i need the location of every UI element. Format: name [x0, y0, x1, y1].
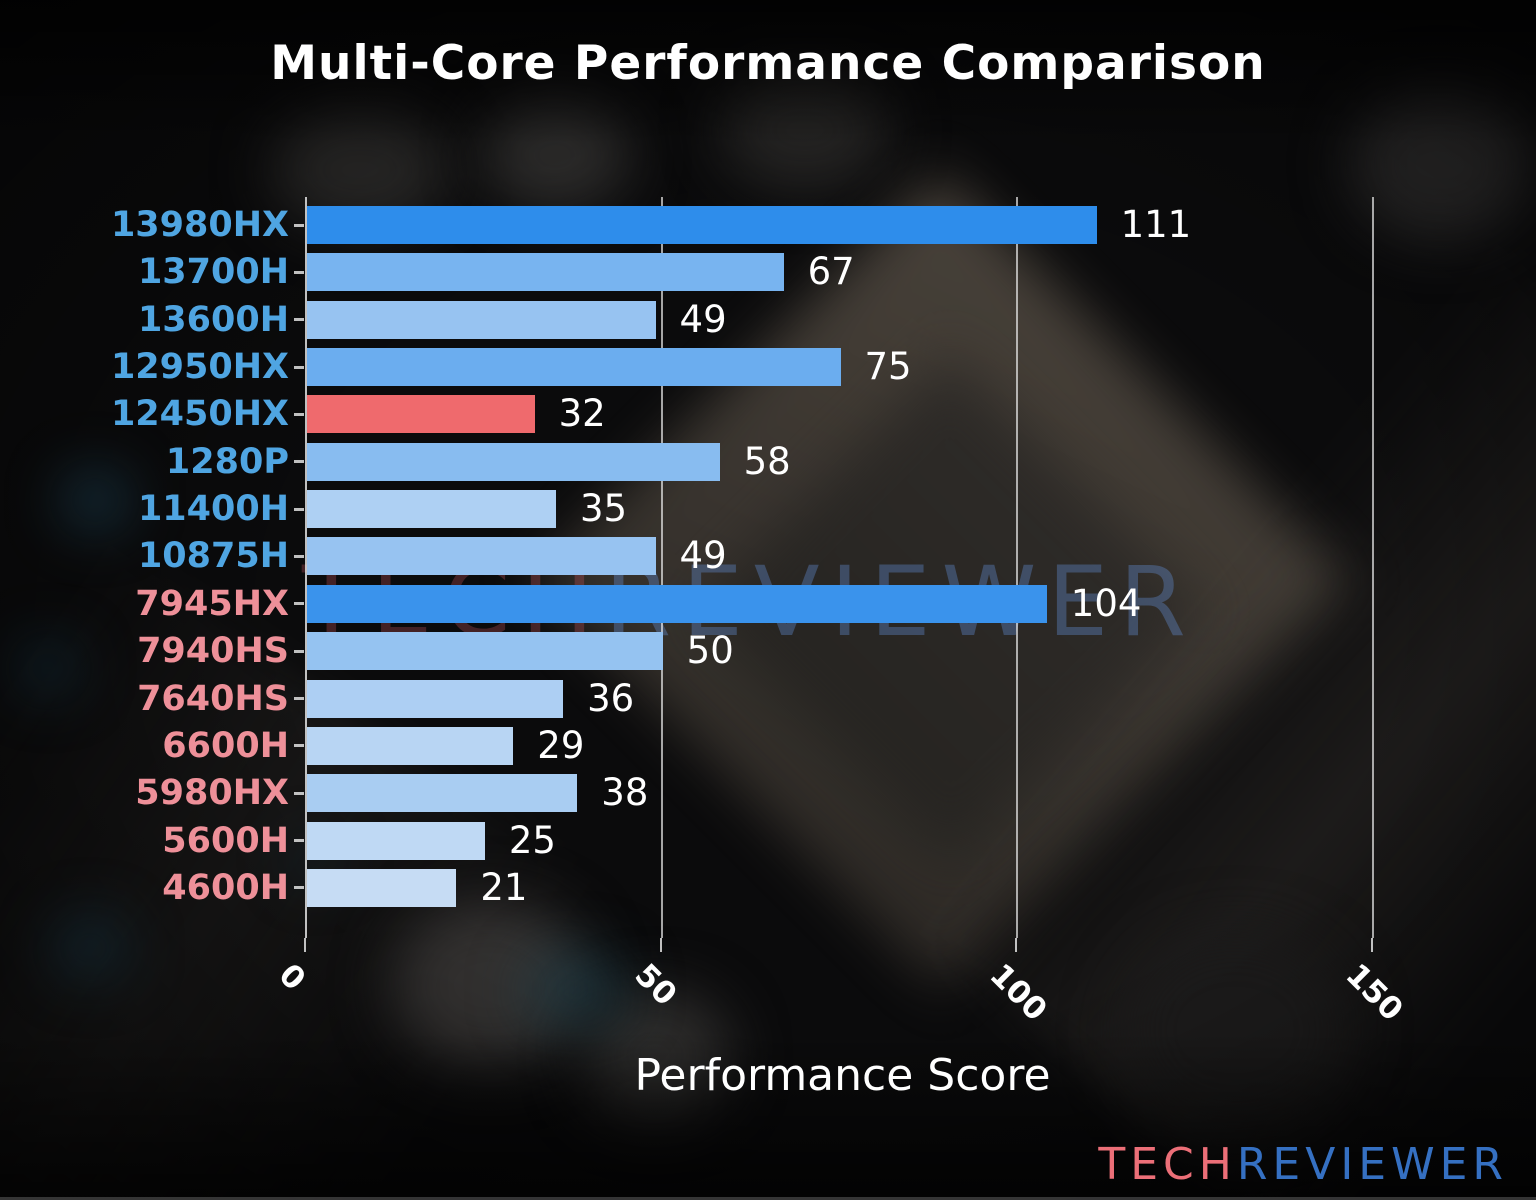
y-tick-mark [294, 554, 304, 558]
bar-7940HS [307, 632, 663, 671]
y-tick-mark [294, 412, 304, 416]
plot-area: 0 50 100 150 13980HX 111 13700H 67 13600H 49 12950… [111, 197, 1410, 1028]
value-label-7945HX: 104 [1070, 581, 1142, 625]
category-label-1280P: 1280P [165, 441, 289, 482]
gridline-x-150 [1372, 197, 1374, 938]
y-tick-mark [294, 839, 304, 843]
value-label-1280P: 58 [743, 439, 791, 483]
y-tick-mark [294, 886, 304, 890]
y-tick-mark [294, 744, 304, 748]
value-label-5980HX: 38 [601, 771, 649, 815]
value-label-4600H: 21 [480, 865, 528, 909]
value-label-6600H: 29 [537, 723, 585, 767]
category-label-5600H: 5600H [162, 820, 289, 861]
bar-11400H [307, 490, 556, 529]
category-label-7640HS: 7640HS [137, 678, 289, 719]
bar-7640HS [307, 679, 564, 718]
chart-title: Multi-Core Performance Comparison [270, 36, 1266, 91]
bar-6600H [307, 726, 514, 765]
category-label-6600H: 6600H [162, 725, 289, 766]
bar-13600H [307, 300, 656, 339]
bar-13700H [307, 253, 784, 292]
value-label-12450HX: 32 [558, 392, 606, 436]
bar-1280P [307, 442, 720, 481]
category-label-11400H: 11400H [137, 489, 289, 530]
y-tick-mark [294, 270, 304, 274]
bar-4600H [307, 868, 457, 907]
bar-12950HX [307, 348, 841, 387]
x-tick-mark [1015, 938, 1018, 952]
value-label-7940HS: 50 [686, 629, 734, 673]
y-tick-mark [294, 602, 304, 606]
bar-10875H [307, 537, 656, 576]
category-label-12450HX: 12450HX [110, 394, 289, 435]
value-label-5600H: 25 [508, 818, 556, 862]
x-tick-mark [1371, 938, 1373, 952]
category-label-7945HX: 7945HX [135, 583, 289, 624]
bar-5980HX [307, 774, 578, 813]
brand-logo-tech: TECH [1098, 1139, 1237, 1190]
category-label-10875H: 10875H [137, 536, 289, 577]
y-tick-mark [294, 318, 304, 322]
brand-logo-reviewer: REVIEWER [1236, 1139, 1508, 1190]
y-tick-mark [294, 460, 304, 464]
value-label-10875H: 49 [679, 534, 727, 578]
x-tick-mark [659, 938, 662, 952]
bar-5600H [307, 821, 485, 860]
bar-13980HX [307, 206, 1097, 244]
value-label-13600H: 49 [679, 297, 727, 341]
value-label-13980HX: 111 [1120, 203, 1192, 246]
gridline-x-100 [1016, 197, 1019, 938]
y-tick-mark [294, 507, 304, 511]
value-label-13700H: 67 [807, 250, 855, 294]
y-tick-mark [294, 791, 304, 795]
y-tick-mark [294, 365, 304, 369]
category-label-5980HX: 5980HX [135, 773, 289, 814]
y-tick-mark [294, 697, 304, 701]
category-label-13980HX: 13980HX [110, 205, 289, 245]
value-label-12950HX: 75 [864, 345, 912, 389]
bar-7945HX [307, 584, 1047, 623]
category-label-13700H: 13700H [137, 252, 289, 293]
value-label-11400H: 35 [579, 487, 628, 531]
background-bottom-edge [0, 1197, 1536, 1200]
x-axis-label: Performance Score [634, 1050, 1051, 1101]
category-label-4600H: 4600H [162, 867, 289, 908]
value-label-7640HS: 36 [587, 676, 635, 720]
category-label-12950HX: 12950HX [110, 347, 289, 388]
category-label-7940HS: 7940HS [137, 631, 289, 672]
brand-logo: TECHREVIEWER [1098, 1139, 1508, 1190]
y-tick-mark [294, 649, 304, 653]
y-axis-line [305, 197, 307, 938]
x-tick-mark [304, 938, 306, 952]
bar-12450HX [307, 395, 535, 434]
gridline-x-50 [660, 197, 663, 938]
category-label-13600H: 13600H [137, 299, 289, 340]
y-tick-mark [294, 223, 304, 227]
